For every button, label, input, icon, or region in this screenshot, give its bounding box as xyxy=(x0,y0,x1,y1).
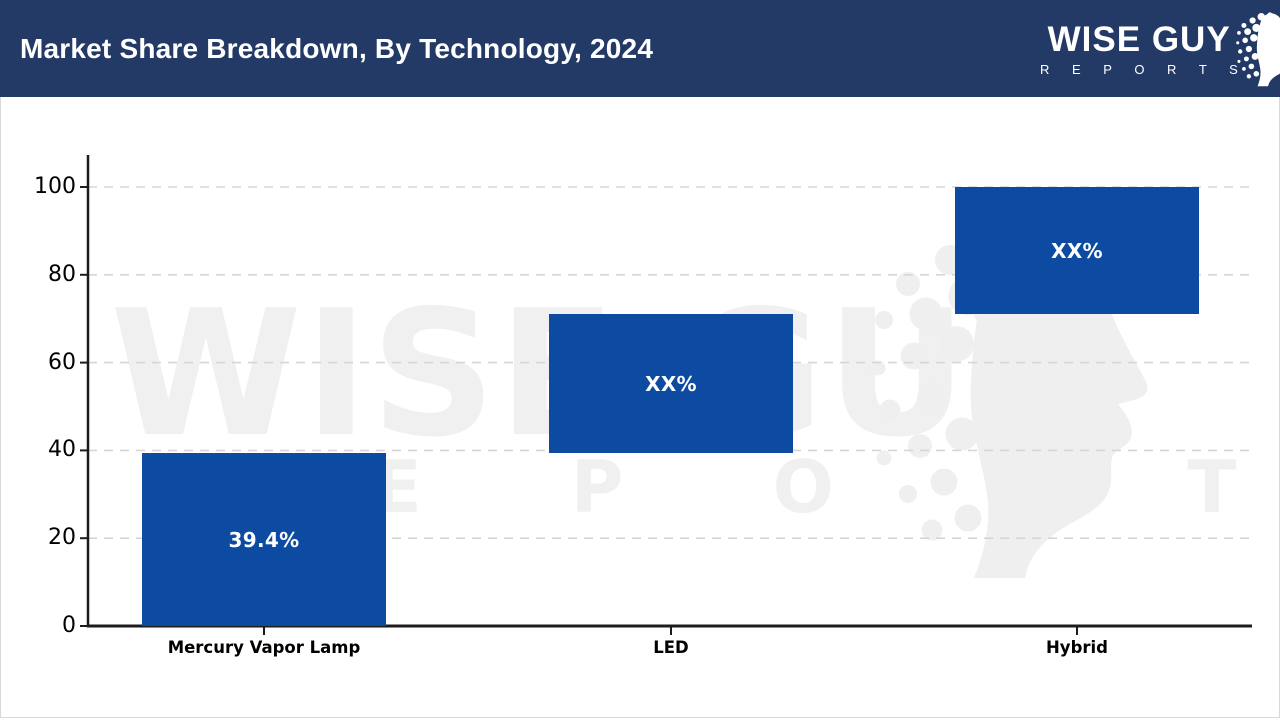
wise-guy-logo-text: WISE GUY R E P O R T S xyxy=(1040,22,1238,77)
bar-led: XX% xyxy=(549,314,793,454)
bar-value-label: XX% xyxy=(1051,238,1103,263)
y-tick-label: 80 xyxy=(48,261,76,287)
y-tick-label: 60 xyxy=(48,349,76,375)
logo-name-text: WISE GUY xyxy=(1047,19,1231,59)
header-banner: Market Share Breakdown, By Technology, 2… xyxy=(0,0,1280,97)
category-label-mercury-vapor-lamp: Mercury Vapor Lamp xyxy=(167,638,361,657)
page-title: Market Share Breakdown, By Technology, 2… xyxy=(20,33,654,64)
y-tick-label: 20 xyxy=(48,525,76,551)
y-tick-label: 40 xyxy=(48,437,76,463)
wise-guy-face-icon xyxy=(1236,12,1280,87)
y-tick-label: 100 xyxy=(34,174,76,199)
bar-value-label: XX% xyxy=(645,371,697,396)
bar-value-label: 39.4% xyxy=(228,527,300,552)
logo-sub-text: R E P O R T S xyxy=(1040,61,1248,77)
bar-hybrid: XX% xyxy=(955,187,1199,315)
category-label-led: LED xyxy=(653,638,689,657)
bar-mercury-vapor-lamp: 39.4% xyxy=(142,453,386,626)
category-label-hybrid: Hybrid xyxy=(1046,638,1108,657)
y-tick-label: 0 xyxy=(62,613,76,638)
wise-guy-logo: WISE GUY R E P O R T S xyxy=(1040,6,1280,92)
